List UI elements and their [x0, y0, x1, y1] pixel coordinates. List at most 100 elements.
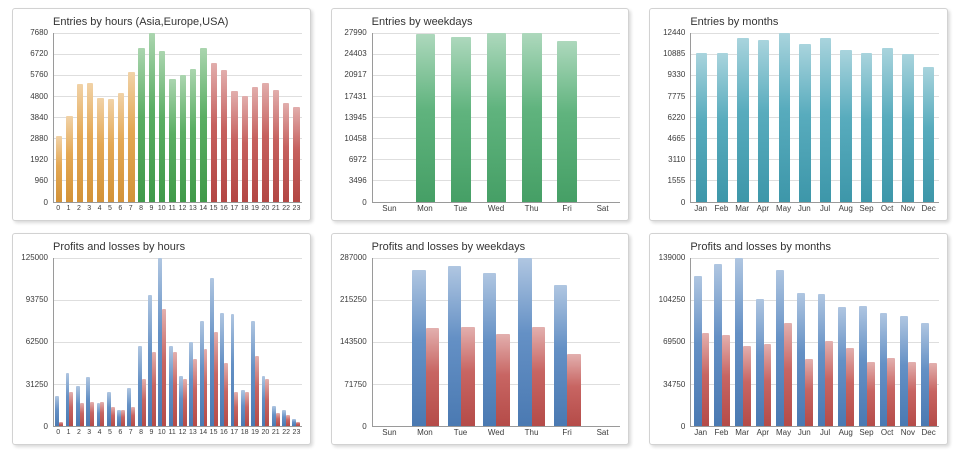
bar-losses: [425, 327, 440, 426]
bar-profits: [776, 269, 785, 426]
bar: [902, 54, 914, 202]
x-tick-label: 4: [97, 429, 102, 436]
bar-group: [85, 33, 95, 202]
gridline: [54, 96, 302, 98]
x-tick-label: Sat: [596, 428, 609, 437]
plot: [690, 257, 939, 427]
bar: [293, 107, 300, 202]
bar-group: [836, 33, 857, 202]
chart-profits-losses-by-months: Profits and losses by months 139000 10425…: [649, 232, 948, 445]
y-tick-label: 215250: [339, 294, 367, 304]
y-tick-label: 287000: [339, 252, 367, 262]
x-tick-label: 10: [157, 204, 166, 212]
bar-group: [898, 33, 919, 202]
bar: [861, 52, 873, 202]
bar-losses: [79, 403, 84, 426]
x-tick-label: Sun: [382, 428, 397, 437]
y-tick-label: 7680: [30, 28, 48, 37]
gridline: [372, 299, 621, 301]
bar: [190, 68, 197, 202]
bar-losses: [887, 358, 896, 426]
x-tick-label: 11: [168, 204, 176, 212]
y-tick-label: 104250: [658, 294, 686, 304]
bar-profits: [817, 293, 826, 426]
x-tick-label: Fri: [562, 428, 572, 437]
x-tick-label: 8: [139, 429, 143, 436]
y-tick-label: 6720: [30, 49, 48, 59]
bar-profits: [106, 392, 111, 426]
y-tick-label: 10458: [344, 133, 367, 143]
bar-profits: [755, 298, 764, 426]
bar-group: [291, 33, 301, 202]
bar-group: [167, 258, 177, 426]
bar: [55, 135, 63, 202]
x-tick-label: Thu: [524, 428, 539, 437]
bar-losses: [90, 401, 94, 426]
x-tick-label: 22: [282, 429, 290, 436]
chart-title: Entries by weekdays: [371, 16, 473, 28]
gridlines: [691, 33, 939, 202]
y-tick-label: 125000: [21, 252, 48, 262]
bar: [522, 33, 542, 202]
y-tick-label: 143500: [339, 337, 367, 347]
bar-profits: [168, 346, 173, 426]
bar-group: [733, 33, 754, 202]
bars-row: [54, 257, 302, 426]
y-tick-label: 1920: [30, 155, 48, 165]
bar-profits: [96, 403, 101, 426]
bar-group: [712, 258, 733, 426]
bar-group: [240, 33, 250, 202]
y-tick-label: 4800: [30, 91, 48, 101]
bar-group: [95, 258, 105, 426]
bar-group: [209, 258, 219, 426]
bar-group: [209, 33, 219, 202]
bar: [97, 98, 104, 202]
y-tick-label: 34750: [663, 379, 686, 389]
bar-losses: [121, 409, 125, 426]
x-tick-label: 0: [56, 204, 61, 212]
bar-group: [85, 258, 95, 426]
y-tick-label: 24403: [344, 49, 367, 59]
x-tick-label: 12: [178, 204, 187, 212]
y-tick-label: 960: [34, 176, 48, 186]
bar: [881, 48, 894, 202]
bar-group: [281, 258, 291, 426]
bar-group: [95, 33, 105, 202]
bar-group: [106, 33, 116, 202]
bar-losses: [784, 322, 793, 426]
bar-group: [147, 33, 157, 202]
gridline: [691, 117, 939, 119]
x-tick-label: 15: [209, 204, 218, 212]
gridline: [372, 257, 621, 259]
x-tick-label: 13: [188, 204, 197, 212]
bar-losses: [213, 331, 218, 426]
y-tick-label: 12440: [663, 28, 686, 37]
x-axis: 0 1 2 3 4 5 6 7 8 9 10 11 12 13 14 15 16 17 18 19 20 21 22 23: [53, 427, 302, 440]
x-tick-label: 20: [261, 204, 270, 212]
x-tick-label: 3: [87, 429, 92, 436]
y-axis: 12440 10885 9330 7775 6220 4665 3110 1555 0: [654, 29, 690, 207]
bar: [778, 33, 790, 202]
bar-group: [260, 33, 270, 202]
bar-profits: [220, 312, 225, 426]
bar-group: [550, 33, 585, 202]
bar-losses: [265, 378, 270, 426]
bar-losses: [567, 353, 581, 426]
bar-profits: [292, 419, 297, 426]
bar: [169, 78, 176, 202]
x-tick-label: 19: [251, 429, 259, 436]
bar-losses: [496, 333, 510, 426]
bar: [200, 47, 207, 202]
bar-losses: [59, 421, 64, 426]
bar-group: [691, 33, 712, 202]
bar-group: [550, 258, 585, 426]
bar-losses: [100, 401, 105, 426]
bar-profits: [693, 275, 702, 426]
bar-group: [291, 258, 301, 426]
x-tick-label: 17: [230, 204, 239, 212]
x-tick-label: Tue: [453, 203, 468, 213]
x-tick-label: Jul: [819, 203, 831, 213]
gridline: [54, 54, 302, 56]
